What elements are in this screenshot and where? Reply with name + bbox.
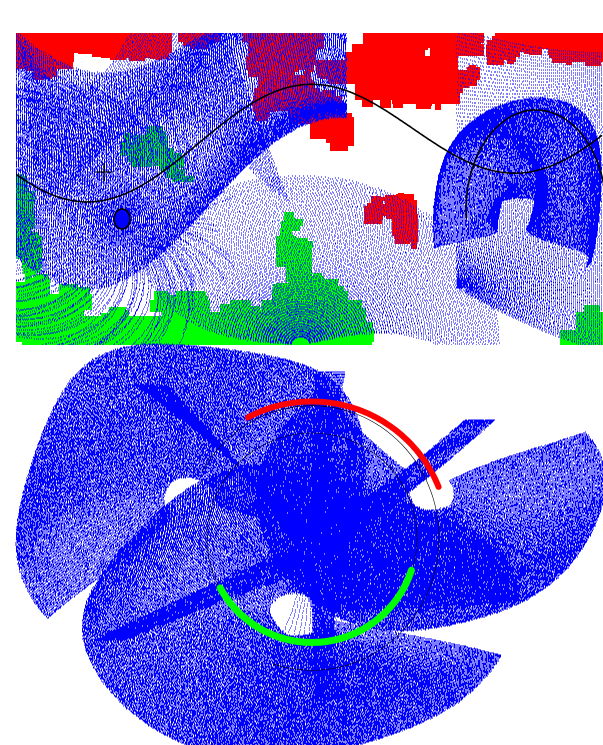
map-panel xyxy=(0,0,603,395)
focus-ellipse[interactable] xyxy=(114,209,130,229)
